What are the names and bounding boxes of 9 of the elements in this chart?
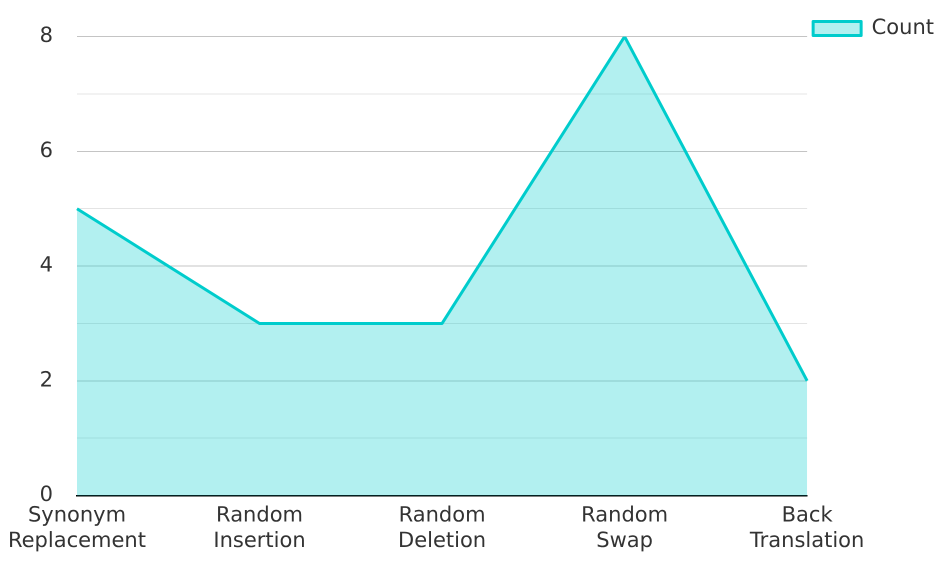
x-tick-label: Random Insertion (213, 502, 306, 552)
x-tick-label: Random Deletion (398, 502, 486, 552)
legend-label: Count (872, 14, 934, 39)
y-tick-label: 6 (40, 138, 53, 162)
y-tick-label: 4 (40, 252, 53, 277)
x-tick-label: Random Swap (581, 502, 668, 552)
y-tick-label: 8 (40, 23, 53, 48)
y-tick-label: 2 (40, 367, 53, 392)
x-tick-label: Back Translation (748, 502, 864, 552)
